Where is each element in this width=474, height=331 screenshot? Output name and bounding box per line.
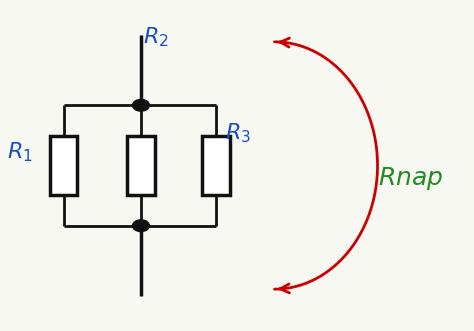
Text: $\mathit{R}_{\mathit{2}}$: $\mathit{R}_{\mathit{2}}$ — [143, 25, 169, 49]
Bar — [128, 136, 155, 195]
Circle shape — [133, 220, 149, 232]
Bar — [50, 136, 77, 195]
Text: $\mathit{Rnap}$: $\mathit{Rnap}$ — [377, 165, 443, 192]
Bar — [202, 136, 229, 195]
Text: $\mathit{R}_{\mathit{3}}$: $\mathit{R}_{\mathit{3}}$ — [225, 121, 251, 145]
Text: $\mathit{R}_{\mathit{1}}$: $\mathit{R}_{\mathit{1}}$ — [8, 141, 33, 164]
Circle shape — [133, 99, 149, 111]
